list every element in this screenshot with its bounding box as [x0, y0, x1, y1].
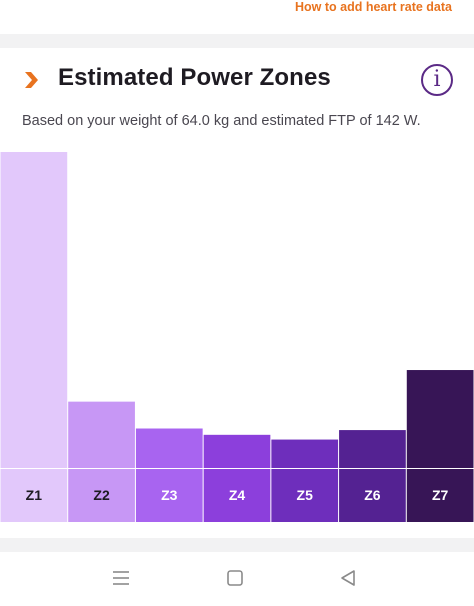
zone-label-z4: Z4	[229, 487, 246, 503]
zone-label-z1: Z1	[26, 487, 43, 503]
zone-label-z2: Z2	[93, 487, 110, 503]
section-subtitle: Based on your weight of 64.0 kg and esti…	[22, 113, 421, 129]
chevron-right-icon	[25, 72, 38, 88]
zone-label-cell-z4	[203, 469, 271, 522]
zone-label-z5: Z5	[297, 487, 314, 503]
zone-label-z3: Z3	[161, 487, 178, 503]
zone-label-cell-z6	[339, 469, 406, 522]
zone-label-z7: Z7	[432, 487, 449, 503]
android-nav-bar	[0, 552, 474, 606]
section-divider-bottom	[0, 538, 474, 552]
zone-label-cell-z2	[68, 469, 135, 522]
square-icon[interactable]	[221, 566, 249, 590]
zone-bar-z6	[339, 430, 406, 468]
zone-label-cell-z5	[271, 469, 339, 522]
zone-bar-z7	[406, 370, 474, 468]
zone-label-cell-z7	[406, 469, 474, 522]
top-strip: How to add heart rate data	[0, 0, 474, 34]
triangle-back-icon[interactable]	[334, 566, 362, 590]
section-title: Estimated Power Zones	[58, 64, 331, 91]
heart-rate-help-link[interactable]: How to add heart rate data	[295, 0, 452, 14]
zone-label-z6: Z6	[364, 487, 381, 503]
zone-label-cell-z1	[0, 469, 68, 522]
power-zones-chart: Z1 Z2 Z3 Z4 Z5 Z6 Z7	[0, 152, 474, 522]
section-divider	[0, 34, 474, 48]
zone-bar-z2	[68, 401, 135, 468]
info-icon[interactable]: i	[421, 64, 453, 96]
zone-label-cell-z3	[135, 469, 203, 522]
zone-bar-z4	[203, 434, 271, 468]
zone-bar-z5	[271, 439, 339, 468]
menu-icon[interactable]	[107, 566, 135, 590]
zone-bar-z3	[135, 428, 203, 468]
zone-bar-z1	[0, 152, 68, 468]
